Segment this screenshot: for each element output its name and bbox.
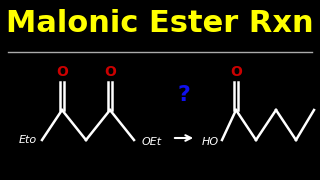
Text: ?: ? [178,85,190,105]
Text: O: O [56,65,68,79]
Text: Malonic Ester Rxn: Malonic Ester Rxn [6,10,314,39]
Text: OEt: OEt [142,137,162,147]
Text: O: O [104,65,116,79]
Text: Eto: Eto [19,135,37,145]
Text: HO: HO [201,137,219,147]
Text: O: O [230,65,242,79]
